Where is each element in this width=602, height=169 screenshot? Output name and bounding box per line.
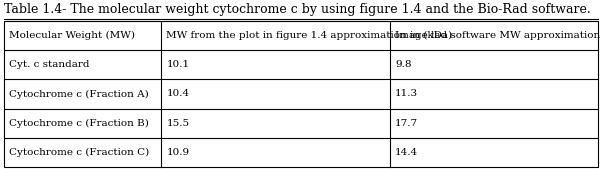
- Text: Cyt. c standard: Cyt. c standard: [9, 60, 90, 69]
- Text: 17.7: 17.7: [395, 119, 418, 128]
- Text: Cytochrome c (Fraction C): Cytochrome c (Fraction C): [9, 148, 149, 157]
- Text: MW from the plot in figure 1.4 approximation in (kDa): MW from the plot in figure 1.4 approxima…: [166, 31, 453, 40]
- Text: 10.1: 10.1: [166, 60, 190, 69]
- Text: 9.8: 9.8: [395, 60, 412, 69]
- Text: Table 1.4- The molecular weight cytochrome c by using figure 1.4 and the Bio-Rad: Table 1.4- The molecular weight cytochro…: [4, 3, 591, 16]
- Text: Molecular Weight (MW): Molecular Weight (MW): [9, 31, 135, 40]
- Text: 11.3: 11.3: [395, 90, 418, 99]
- Bar: [4, 21, 598, 167]
- Text: 10.4: 10.4: [166, 90, 190, 99]
- Text: 14.4: 14.4: [395, 148, 418, 157]
- Text: 10.9: 10.9: [166, 148, 190, 157]
- Text: Cytochrome c (Fraction A): Cytochrome c (Fraction A): [9, 89, 149, 99]
- Text: 15.5: 15.5: [166, 119, 190, 128]
- Text: Cytochrome c (Fraction B): Cytochrome c (Fraction B): [9, 119, 149, 128]
- Text: Image lad software MW approximation in (kDa): Image lad software MW approximation in (…: [395, 31, 602, 40]
